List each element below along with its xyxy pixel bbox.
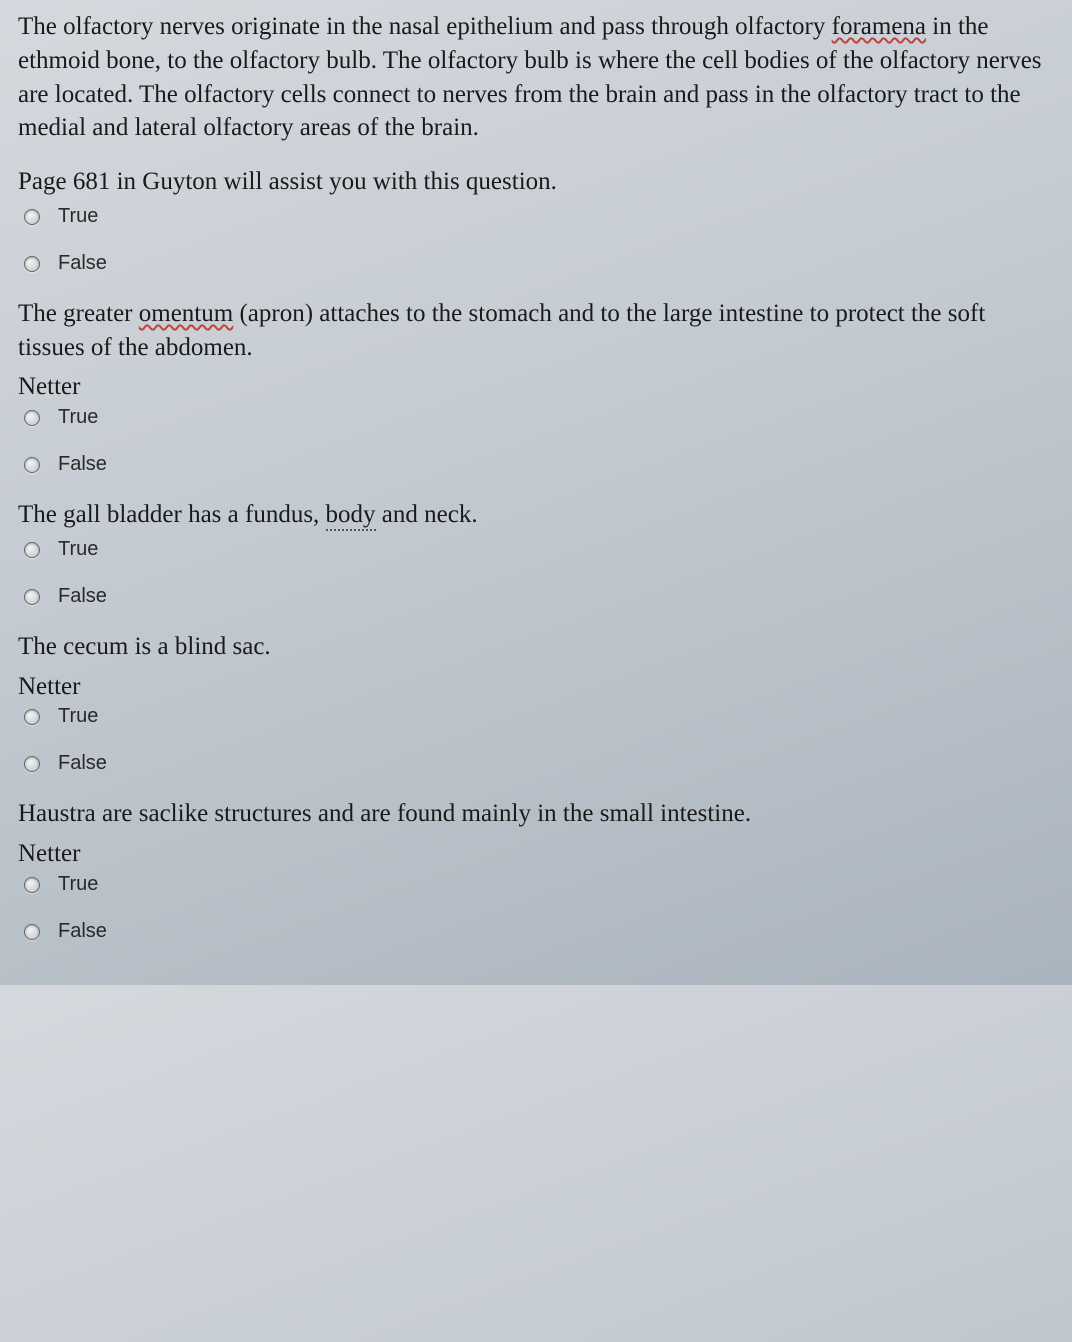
radio-icon[interactable] (24, 209, 40, 225)
radio-icon[interactable] (24, 589, 40, 605)
radio-icon[interactable] (24, 877, 40, 893)
dotted-word: body (326, 501, 376, 531)
option-true[interactable]: True (18, 538, 1054, 561)
option-false[interactable]: False (18, 252, 1054, 275)
spellcheck-word: foramena (832, 13, 926, 40)
option-label: False (58, 585, 107, 608)
radio-icon[interactable] (24, 457, 40, 473)
question-text-pre: The olfactory nerves originate in the na… (18, 13, 832, 40)
option-true[interactable]: True (18, 205, 1054, 228)
quiz-page: The olfactory nerves originate in the na… (0, 0, 1072, 985)
option-false[interactable]: False (18, 920, 1054, 943)
option-true[interactable]: True (18, 705, 1054, 728)
options-group: True False (18, 873, 1054, 943)
question-text-pre: The gall bladder has a fundus, (18, 501, 326, 528)
question-reference: Netter (18, 670, 1054, 704)
question-reference: Netter (18, 370, 1054, 404)
question-block: The olfactory nerves originate in the na… (18, 10, 1054, 275)
radio-icon[interactable] (24, 410, 40, 426)
radio-icon[interactable] (24, 924, 40, 940)
options-group: True False (18, 538, 1054, 608)
radio-icon[interactable] (24, 542, 40, 558)
option-label: False (58, 453, 107, 476)
option-label: True (58, 205, 98, 228)
question-text: The olfactory nerves originate in the na… (18, 10, 1054, 145)
radio-icon[interactable] (24, 256, 40, 272)
question-text: The greater omentum (apron) attaches to … (18, 297, 1054, 365)
question-text: The cecum is a blind sac. (18, 630, 1054, 664)
question-text: Haustra are saclike structures and are f… (18, 797, 1054, 831)
option-true[interactable]: True (18, 873, 1054, 896)
options-group: True False (18, 205, 1054, 275)
question-block: The cecum is a blind sac. Netter True Fa… (18, 630, 1054, 776)
question-block: Haustra are saclike structures and are f… (18, 797, 1054, 943)
option-true[interactable]: True (18, 406, 1054, 429)
spellcheck-word: omentum (139, 300, 233, 327)
question-reference: Netter (18, 837, 1054, 871)
question-text-pre: The greater (18, 300, 139, 327)
question-text: The gall bladder has a fundus, body and … (18, 498, 1054, 532)
options-group: True False (18, 406, 1054, 476)
option-label: True (58, 406, 98, 429)
question-block: The gall bladder has a fundus, body and … (18, 498, 1054, 608)
option-label: False (58, 920, 107, 943)
question-reference: Page 681 in Guyton will assist you with … (18, 165, 1054, 199)
option-label: False (58, 752, 107, 775)
option-label: True (58, 873, 98, 896)
option-false[interactable]: False (18, 752, 1054, 775)
option-label: False (58, 252, 107, 275)
option-false[interactable]: False (18, 453, 1054, 476)
options-group: True False (18, 705, 1054, 775)
option-label: True (58, 538, 98, 561)
radio-icon[interactable] (24, 756, 40, 772)
option-label: True (58, 705, 98, 728)
question-text-post: and neck. (376, 501, 478, 528)
radio-icon[interactable] (24, 709, 40, 725)
question-block: The greater omentum (apron) attaches to … (18, 297, 1054, 476)
option-false[interactable]: False (18, 585, 1054, 608)
